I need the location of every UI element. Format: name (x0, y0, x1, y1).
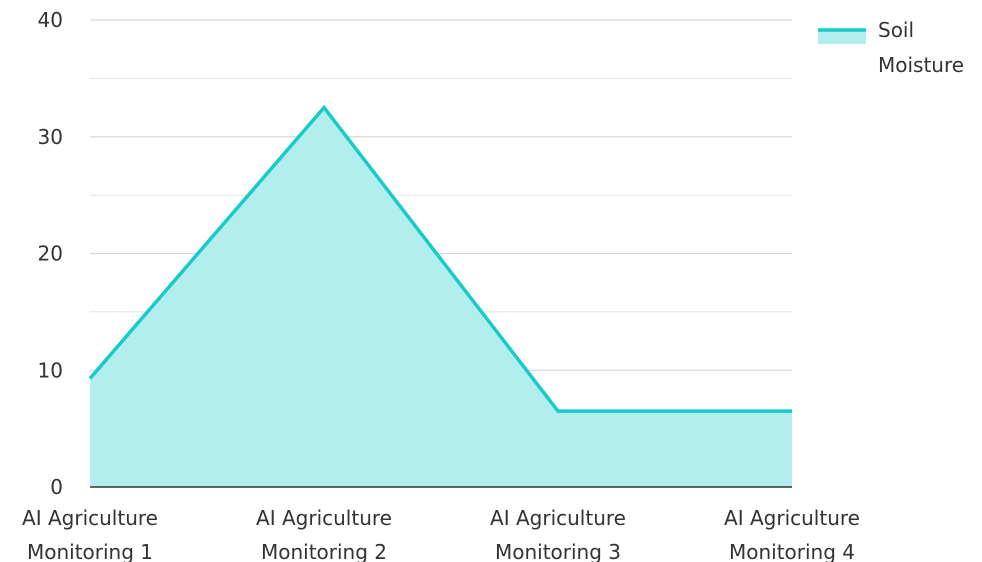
x-tick-label: Monitoring 1 (27, 540, 153, 562)
y-tick-label: 20 (38, 242, 63, 266)
y-tick-label: 0 (50, 475, 63, 499)
x-tick-label: Monitoring 3 (495, 540, 621, 562)
x-tick-label: AI Agriculture (22, 506, 158, 530)
legend-swatch-fill (818, 30, 866, 44)
x-tick-label: AI Agriculture (256, 506, 392, 530)
series-line (88, 104, 792, 413)
plot-area (88, 104, 792, 487)
x-tick-label: AI Agriculture (724, 506, 860, 530)
legend-label-line-2: Moisture (878, 53, 964, 77)
series-area (90, 107, 792, 487)
x-tick-label: AI Agriculture (490, 506, 626, 530)
y-tick-label: 10 (38, 358, 63, 382)
y-axis: 0 10 20 30 40 (38, 8, 63, 499)
y-tick-label: 30 (38, 125, 63, 149)
x-axis: AI Agriculture Monitoring 1 AI Agriculture… (22, 486, 860, 562)
y-tick-label: 40 (38, 8, 63, 32)
x-tick-label: Monitoring 4 (729, 540, 855, 562)
x-tick-label: Monitoring 2 (261, 540, 387, 562)
legend: Soil Moisture (818, 18, 964, 77)
legend-label-line-1: Soil (878, 18, 914, 42)
